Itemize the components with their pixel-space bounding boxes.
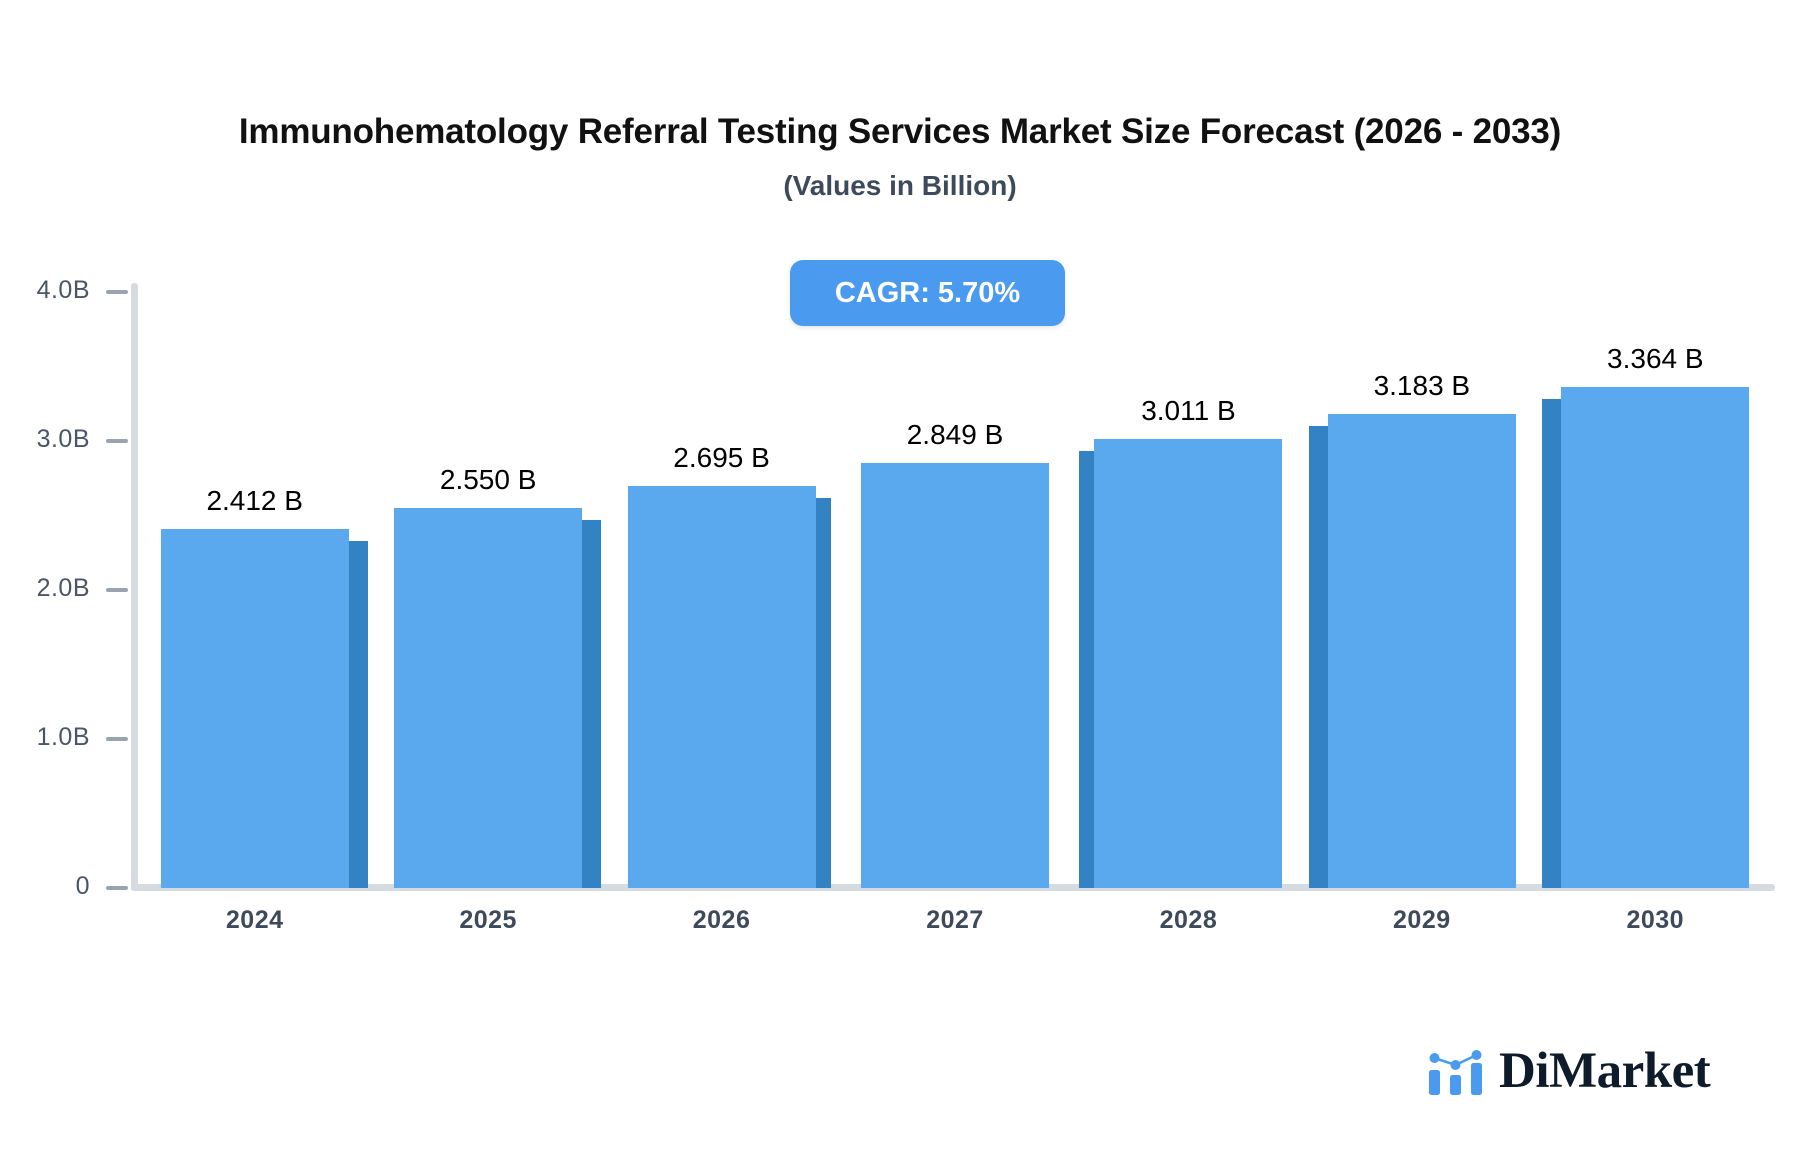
bar-front-face xyxy=(627,486,816,888)
bar-front-face xyxy=(1561,386,1750,888)
bar-value-label: 3.183 B xyxy=(1373,369,1471,401)
page-title: Immunohematology Referral Testing Servic… xyxy=(238,112,1562,151)
bar-value-label: 3.011 B xyxy=(1141,395,1236,427)
y-tick-mark xyxy=(106,886,128,890)
chart-subtitle: (Values in Billion) xyxy=(783,170,1017,201)
y-tick-label: 1.0B xyxy=(36,723,90,751)
bar-2029[interactable]: 3.183 B xyxy=(1308,370,1516,888)
x-tick-label: 2026 xyxy=(692,906,751,934)
bar-front-face xyxy=(160,528,349,888)
y-axis-line xyxy=(131,283,138,891)
x-tick-label: 2024 xyxy=(225,906,284,934)
bar-side-face xyxy=(348,540,368,888)
bar-front-face xyxy=(1327,413,1516,888)
y-tick-mark xyxy=(106,588,128,592)
bar-side-face xyxy=(1079,451,1095,888)
brand-name: DiMarket xyxy=(1499,1043,1711,1099)
bar-side-face xyxy=(815,498,831,888)
y-tick-label: 0 xyxy=(75,872,90,900)
y-tick-mark xyxy=(106,439,128,443)
bar-2030[interactable]: 3.364 B xyxy=(1542,343,1750,888)
x-tick-label: 2025 xyxy=(459,906,517,934)
bar-chart-logo-icon xyxy=(1429,1049,1482,1095)
x-tick-label: 2028 xyxy=(1159,906,1218,934)
bar-front-face xyxy=(394,508,583,888)
y-tick-mark xyxy=(106,737,128,741)
bar-2025[interactable]: 2.550 B xyxy=(394,464,602,888)
bar-value-label: 2.695 B xyxy=(673,442,770,474)
bar-value-label: 2.412 B xyxy=(206,484,303,516)
x-tick-label: 2027 xyxy=(926,906,984,934)
bar-side-face xyxy=(1542,398,1562,888)
y-tick-mark xyxy=(106,290,128,294)
bar-2027[interactable]: 2.849 B xyxy=(861,419,1049,888)
bar-front-face xyxy=(1094,439,1283,888)
bar-value-label: 2.849 B xyxy=(906,419,1004,451)
x-tick-label: 2029 xyxy=(1393,906,1451,934)
bar-value-label: 3.364 B xyxy=(1607,342,1704,374)
y-tick-label: 4.0B xyxy=(36,276,90,304)
bar-2028[interactable]: 3.011 B xyxy=(1079,395,1283,888)
y-tick-label: 2.0B xyxy=(36,574,90,602)
bar-front-face xyxy=(861,463,1049,888)
bar-value-label: 2.550 B xyxy=(439,464,537,496)
cagr-badge: CAGR: 5.70% xyxy=(790,260,1065,326)
brand-logo: DiMarket xyxy=(1428,1043,1711,1099)
x-tick-label: 2030 xyxy=(1626,906,1685,934)
cagr-badge-label: CAGR: 5.70% xyxy=(834,276,1021,309)
y-tick-label: 3.0B xyxy=(36,425,90,453)
bar-side-face xyxy=(1308,425,1328,888)
bar-side-face xyxy=(582,520,602,888)
bar-2024[interactable]: 2.412 B xyxy=(160,485,368,888)
bar-2026[interactable]: 2.695 B xyxy=(627,442,831,888)
